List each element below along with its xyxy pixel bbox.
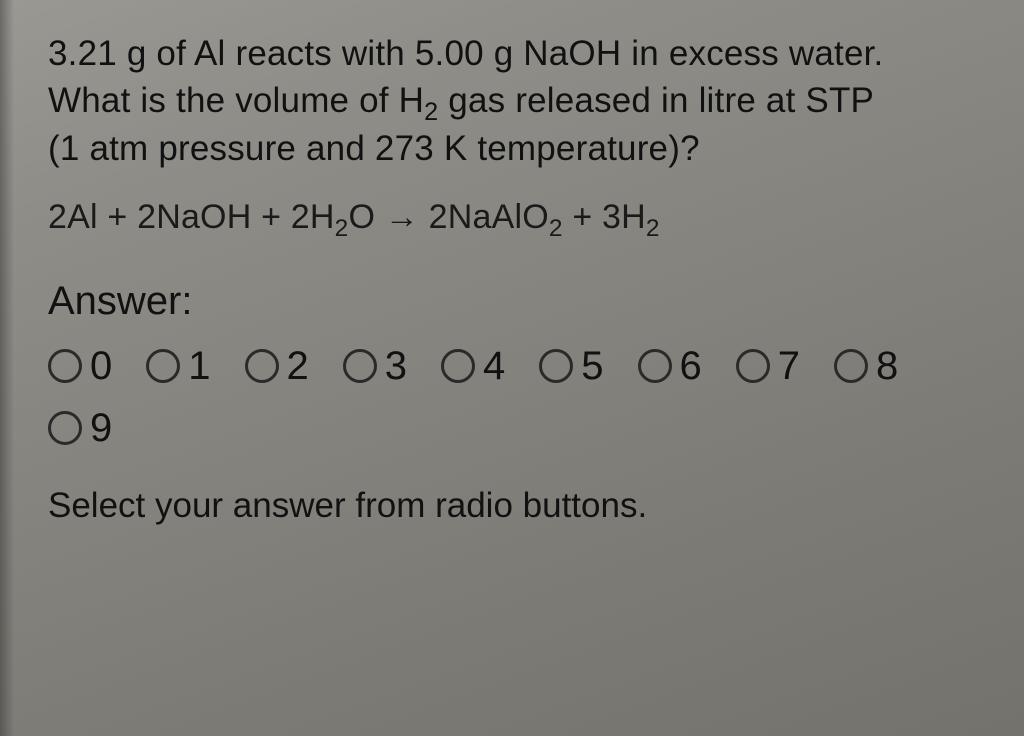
option-label: 1 — [188, 346, 210, 386]
eq-p0: 2Al + 2NaOH + 2H — [48, 198, 335, 236]
subscript-h2: 2 — [424, 98, 438, 126]
question-line-2: What is the volume of H2 gas released in… — [48, 77, 994, 124]
question-card: 3.21 g of Al reacts with 5.00 g NaOH in … — [0, 0, 1024, 736]
radio-icon[interactable] — [146, 349, 180, 383]
radio-icon[interactable] — [343, 349, 377, 383]
radio-icon[interactable] — [638, 349, 672, 383]
radio-icon[interactable] — [441, 349, 475, 383]
radio-icon[interactable] — [834, 349, 868, 383]
eq-p1: O → 2NaAlO — [348, 198, 548, 236]
option-label: 3 — [385, 346, 407, 386]
eq-s2: 2 — [646, 215, 660, 242]
option-7[interactable]: 7 — [736, 346, 800, 386]
eq-s0: 2 — [335, 215, 349, 242]
radio-icon[interactable] — [245, 349, 279, 383]
option-label: 2 — [287, 346, 309, 386]
option-label: 9 — [90, 408, 112, 448]
option-9[interactable]: 9 — [48, 408, 112, 448]
question-line-3: (1 atm pressure and 273 K temperature)? — [48, 125, 994, 172]
radio-icon[interactable] — [539, 349, 573, 383]
answer-heading: Answer: — [48, 279, 994, 324]
option-label: 4 — [483, 346, 505, 386]
option-label: 8 — [876, 346, 898, 386]
question-line-2a: What is the volume of H — [48, 81, 424, 120]
option-label: 0 — [90, 346, 112, 386]
question-line-2b: gas released in litre at STP — [438, 81, 874, 120]
option-3[interactable]: 3 — [343, 346, 407, 386]
option-1[interactable]: 1 — [146, 346, 210, 386]
reaction-equation: 2Al + 2NaOH + 2H2O → 2NaAlO2 + 3H2 — [48, 198, 994, 237]
option-label: 6 — [680, 346, 702, 386]
answer-options: 0 1 2 3 4 5 6 7 — [48, 346, 968, 448]
instruction-text: Select your answer from radio buttons. — [48, 486, 994, 526]
radio-icon[interactable] — [48, 349, 82, 383]
option-label: 7 — [778, 346, 800, 386]
question-text: 3.21 g of Al reacts with 5.00 g NaOH in … — [48, 30, 994, 172]
option-0[interactable]: 0 — [48, 346, 112, 386]
eq-s1: 2 — [549, 215, 563, 242]
eq-p2: + 3H — [563, 198, 646, 236]
option-5[interactable]: 5 — [539, 346, 603, 386]
option-6[interactable]: 6 — [638, 346, 702, 386]
radio-icon[interactable] — [48, 411, 82, 445]
radio-icon[interactable] — [736, 349, 770, 383]
option-4[interactable]: 4 — [441, 346, 505, 386]
option-label: 5 — [581, 346, 603, 386]
option-8[interactable]: 8 — [834, 346, 898, 386]
option-2[interactable]: 2 — [245, 346, 309, 386]
question-line-1: 3.21 g of Al reacts with 5.00 g NaOH in … — [48, 30, 994, 77]
